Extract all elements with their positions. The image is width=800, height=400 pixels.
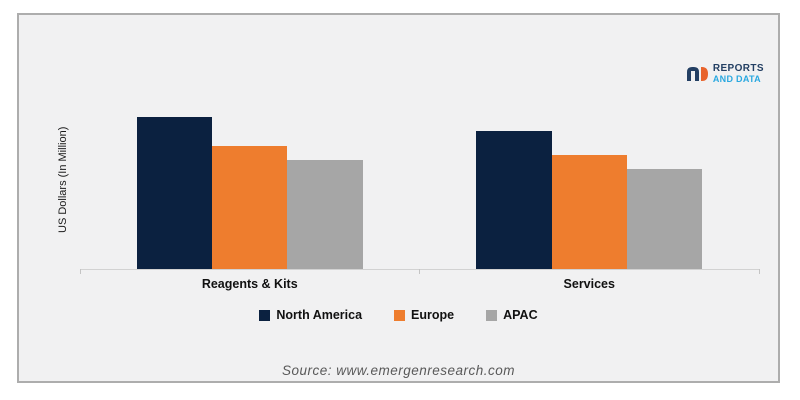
reports-and-data-logo-icon [686, 66, 708, 81]
bar-europe-services [551, 155, 627, 269]
reports-and-data-logo: REPORTS AND DATA [686, 63, 764, 84]
bar-north-america-services [476, 131, 552, 269]
source-text: Source: www.emergenresearch.com [281, 363, 516, 378]
y-axis-label: US Dollars (In Million) [57, 126, 69, 234]
axis-tick-middle [419, 269, 420, 274]
axis-tick-left [80, 269, 81, 274]
chart-card: REPORTS AND DATA US Dollars (In Million)… [17, 13, 780, 383]
legend: North America Europe APAC [19, 308, 778, 322]
legend-label-north-america: North America [276, 308, 363, 322]
legend-item-apac: APAC [486, 308, 538, 322]
logo-line1: REPORTS [712, 63, 764, 74]
bar-group-services [476, 131, 703, 269]
legend-item-europe: Europe [394, 308, 454, 322]
category-labels: Reagents & Kits Services [80, 277, 759, 291]
bar-apac-services [626, 169, 703, 269]
bar-apac-reagents-kits [287, 160, 363, 269]
legend-item-north-america: North America [259, 308, 362, 322]
bar-europe-reagents-kits [212, 146, 288, 269]
legend-label-apac: APAC [503, 308, 538, 322]
legend-label-europe: Europe [411, 308, 455, 322]
axis-tick-right [759, 269, 760, 274]
legend-swatch-apac [486, 309, 498, 321]
logo-text: REPORTS AND DATA [712, 63, 764, 84]
bar-north-america-reagents-kits [136, 117, 213, 269]
bar-group-reagents-kits [136, 117, 363, 269]
x-axis-line [80, 269, 760, 270]
logo-line2: AND DATA [712, 73, 761, 84]
plot-area [80, 102, 759, 269]
legend-swatch-north-america [259, 309, 271, 321]
category-label-services: Services [563, 277, 615, 291]
category-label-reagents-kits: Reagents & Kits [201, 277, 298, 291]
legend-swatch-europe [394, 309, 406, 321]
